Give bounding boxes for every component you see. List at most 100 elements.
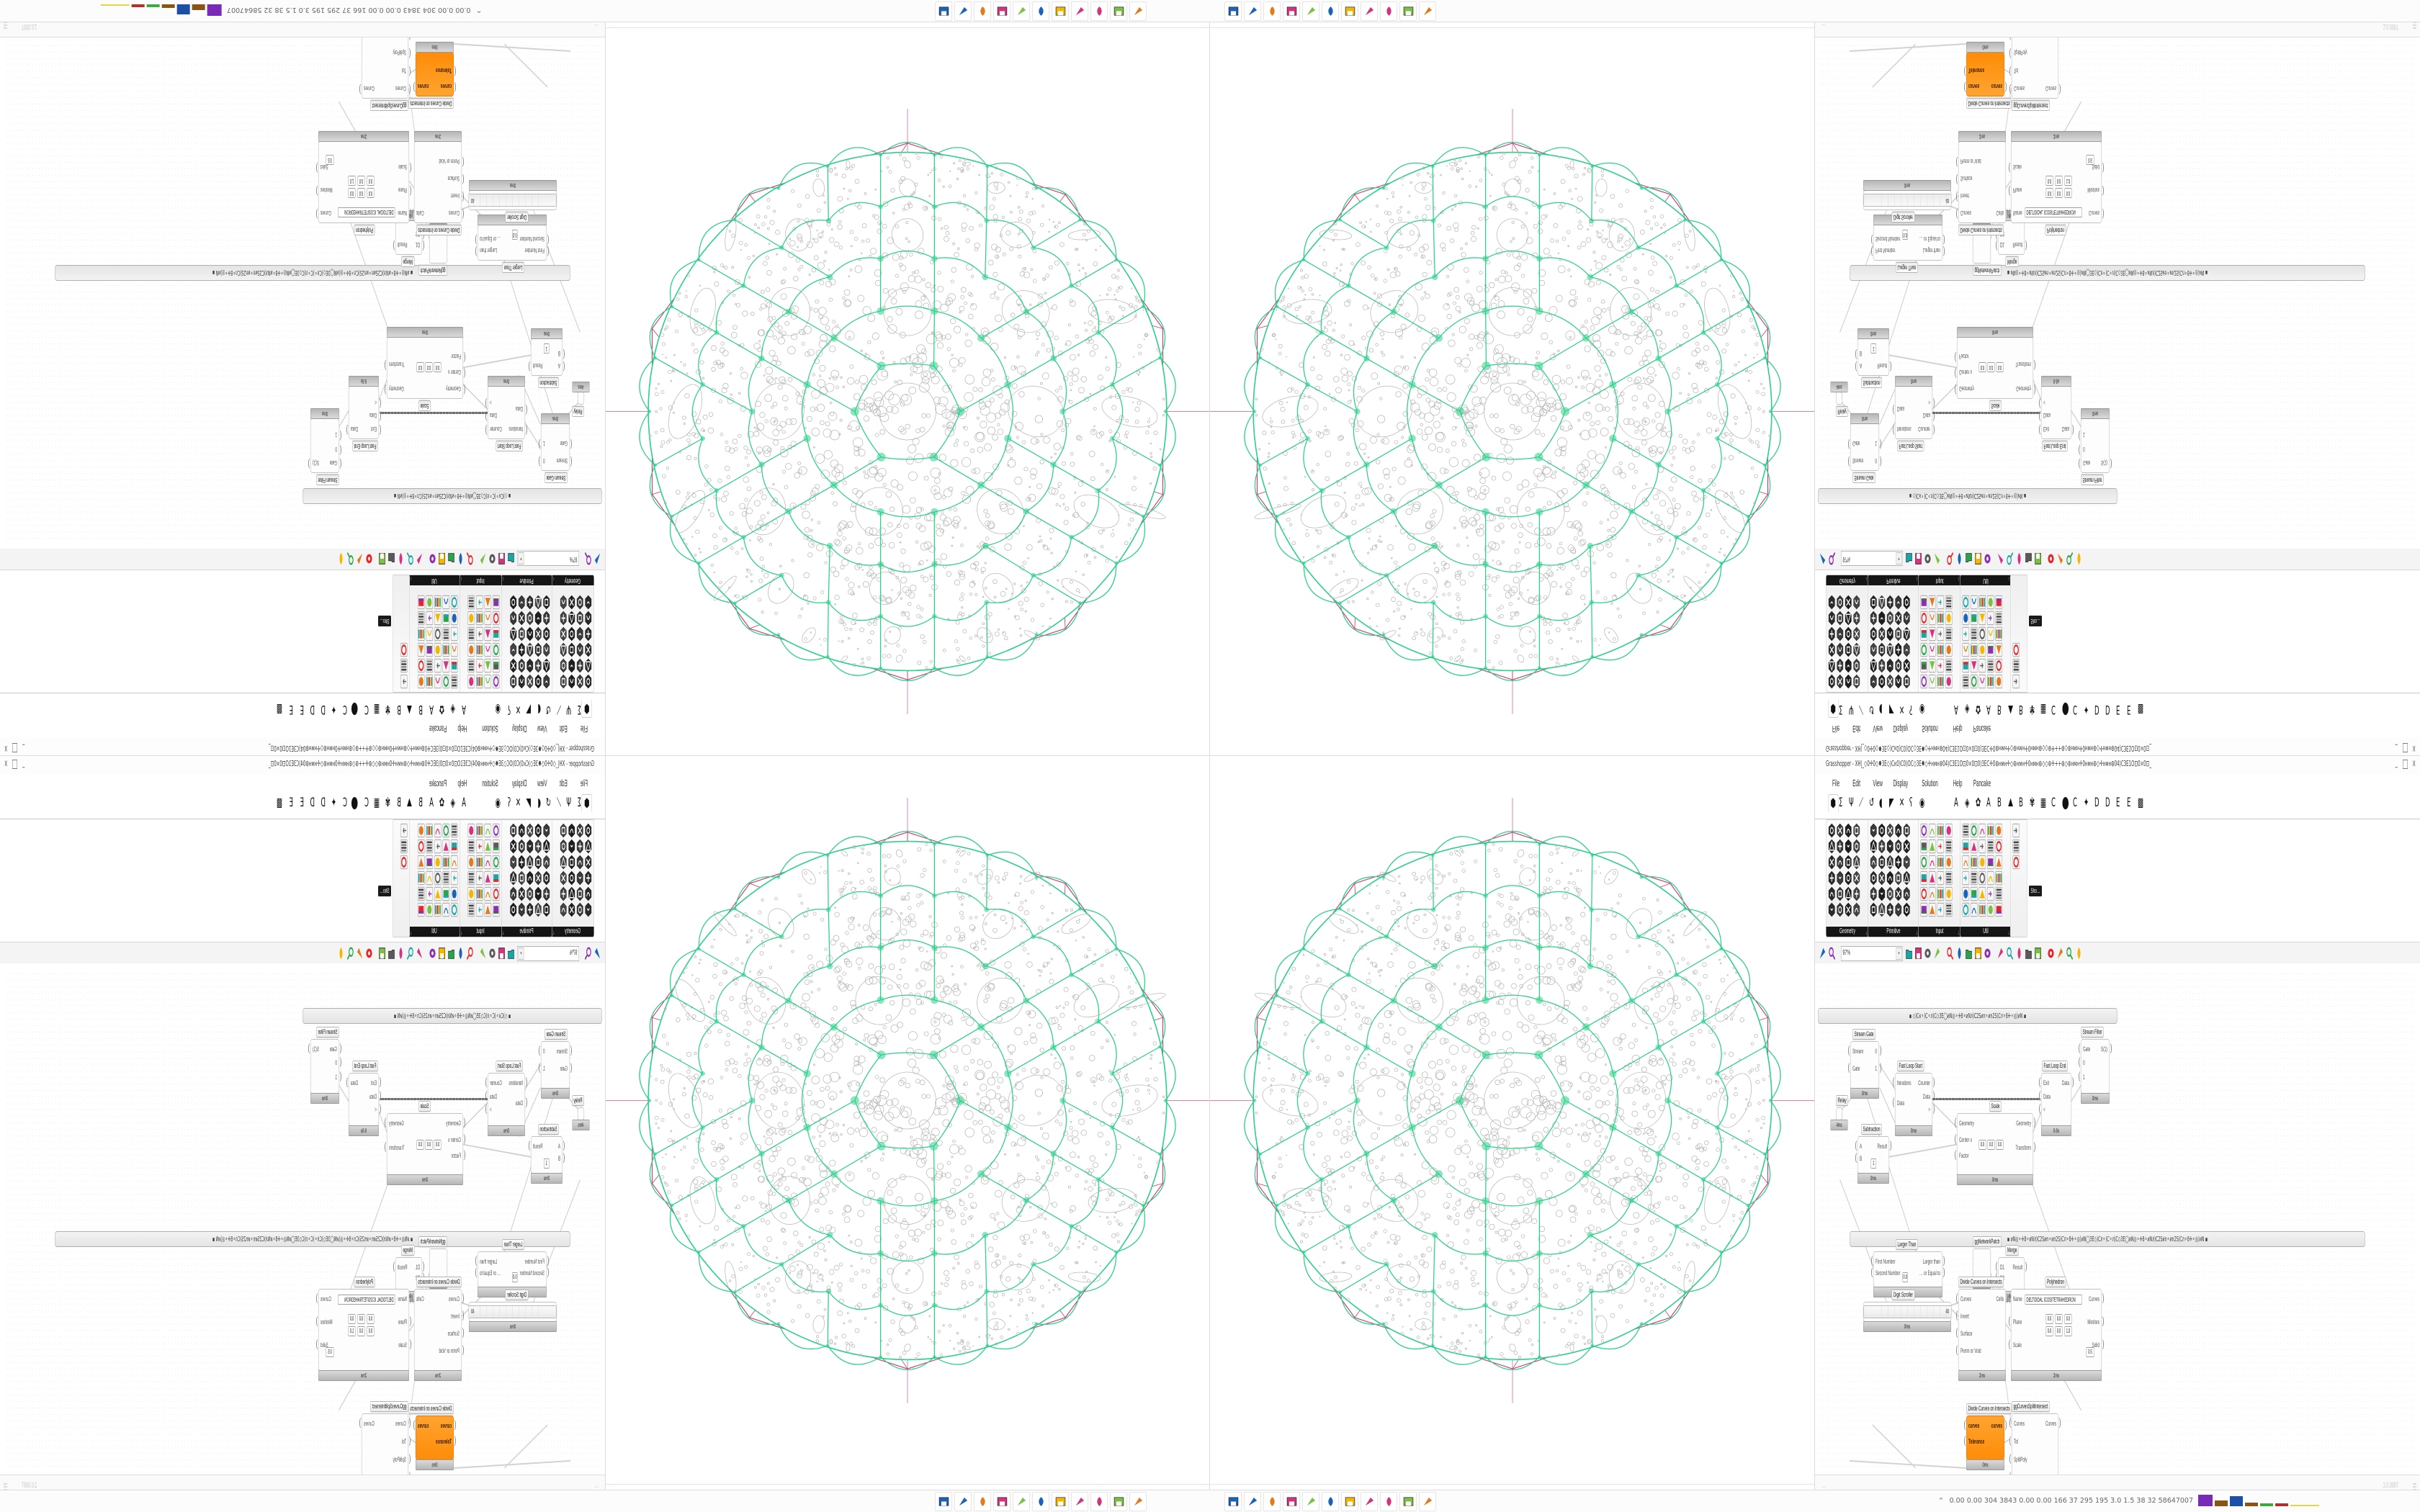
menu-item-pancake[interactable]: Pancake <box>1973 724 1991 734</box>
toolbar-shuffle-icon[interactable] <box>406 945 414 961</box>
node-input-a[interactable]: A <box>1860 1143 1863 1151</box>
node-output-curves[interactable]: Curves <box>321 209 332 217</box>
gh-node-fast-loop-end[interactable]: Exit(Data(<(Data) 6.6s <box>2039 1073 2074 1136</box>
node-output-curves[interactable]: curves <box>418 82 429 90</box>
node-output-port[interactable]: ) <box>1879 1061 1882 1074</box>
gh-node-polyhedron[interactable]: Name(Plane(Scale(Curves) Meshes) Solid) DEL… <box>2009 131 2105 223</box>
ribbon-tab-25[interactable]: E <box>2116 796 2120 810</box>
component-icon[interactable] <box>518 902 526 917</box>
component-icon[interactable] <box>576 823 584 838</box>
gh-node-stream-filter[interactable]: Gate(0(1(S(1)) 0ms <box>2079 1039 2112 1104</box>
ribbon-tab-7[interactable]: ✕ <box>1899 796 1905 810</box>
menu-item-display[interactable]: Display <box>511 724 527 734</box>
node-input-port[interactable]: ( <box>454 65 457 78</box>
node-input-port[interactable]: ( <box>454 1434 457 1447</box>
ribbon-tab-23[interactable]: D <box>2094 796 2099 810</box>
component-group-extra[interactable] <box>393 819 410 937</box>
toolbar-at-icon[interactable] <box>1946 551 1954 567</box>
node-input-tolerance[interactable]: Tolerance <box>1968 66 1985 74</box>
component-icon[interactable] <box>1920 855 1928 870</box>
component-icon[interactable] <box>442 674 450 689</box>
component-icon[interactable] <box>1970 595 1978 610</box>
toolbar-save-icon[interactable] <box>584 551 592 567</box>
rhino-viewport-canvas[interactable] <box>605 773 1210 1485</box>
node-input-port[interactable]: ( <box>563 1139 565 1152</box>
component-icon[interactable] <box>576 611 584 626</box>
ribbon-tab-7[interactable]: ✕ <box>515 796 521 810</box>
node-value-field[interactable]: 0.0 <box>416 1140 424 1150</box>
window-title-bar[interactable]: Grasshopper - XH|_◇0✛0◇✸3E◇)Cк0)C0)OC◇3E… <box>1815 737 2420 756</box>
component-icon[interactable] <box>492 823 501 838</box>
component-icon[interactable] <box>526 626 534 642</box>
component-icon[interactable] <box>1928 902 1937 917</box>
node-output-port[interactable]: ) <box>315 1338 318 1351</box>
toolbar-gem-blue-icon[interactable] <box>337 551 345 567</box>
node-output-result[interactable]: Result <box>2012 1264 2022 1272</box>
node-input-port[interactable]: ( <box>408 1434 411 1447</box>
node-input-port[interactable]: ( <box>454 1418 457 1431</box>
node-input-port[interactable]: ( <box>409 1338 412 1351</box>
node-output-port[interactable]: ) <box>346 1076 349 1089</box>
component-icon[interactable] <box>543 839 551 854</box>
node-output-port[interactable]: ) <box>1889 1139 1892 1152</box>
node-input-port[interactable]: ( <box>2009 65 2012 78</box>
component-icon[interactable] <box>1937 642 1945 657</box>
node-output-curves[interactable]: curves <box>1991 1422 2002 1430</box>
toolbar-solid-icon[interactable] <box>378 551 386 567</box>
toolbar-gem-lime-icon[interactable] <box>356 551 364 567</box>
component-icon[interactable] <box>434 823 442 838</box>
gh-node-stream-filter[interactable]: Gate(0(1(S(1)) 0ms <box>308 408 342 473</box>
taskbar-blank-icon[interactable] <box>1263 1 1281 21</box>
node-input-gate[interactable]: Gate <box>560 439 568 447</box>
ribbon-tab-9[interactable]: ◉ <box>1919 702 1925 716</box>
node-input-port[interactable]: ( <box>1954 1132 1957 1146</box>
component-icon[interactable] <box>426 658 434 673</box>
ribbon-tab-24[interactable]: D <box>310 702 315 716</box>
node-output-cells[interactable]: Cells <box>416 1295 424 1303</box>
window-title-bar[interactable]: Grasshopper - XH|_◇0✛0◇✸3E◇)Cк0)C0)OC◇3E… <box>1815 756 2420 775</box>
component-icon[interactable] <box>1920 674 1928 689</box>
node-output-port[interactable]: ) <box>528 360 531 373</box>
node-input-port[interactable]: ( <box>463 1148 466 1162</box>
node-input-b[interactable]: B <box>557 349 560 357</box>
component-icon[interactable] <box>585 626 593 642</box>
component-icon[interactable] <box>417 886 426 901</box>
component-icon[interactable] <box>1886 886 1894 901</box>
component-icon[interactable] <box>1986 642 1995 657</box>
ribbon-tab-19[interactable]: C <box>2051 796 2056 810</box>
node-input-port[interactable]: ( <box>570 455 573 468</box>
component-icon[interactable] <box>526 823 534 838</box>
ribbon-tab-5[interactable]: ◖ <box>1879 702 1883 716</box>
node-input-invert[interactable]: Invert <box>451 1313 460 1320</box>
menu-item-file[interactable]: File <box>1832 724 1840 734</box>
component-group-extra[interactable] <box>2010 575 2027 693</box>
ribbon-tab-13[interactable]: A <box>429 796 434 810</box>
node-input-port[interactable]: ( <box>1955 207 1958 220</box>
node-input-scale[interactable]: Scale <box>398 1341 407 1349</box>
ribbon-tab-22[interactable]: ✦ <box>2084 702 2089 716</box>
node-input-port[interactable]: ( <box>1892 1076 1895 1089</box>
zoom-level-field[interactable]: 97% ▾ <box>517 551 579 566</box>
ribbon-tab-23[interactable]: D <box>2094 702 2099 716</box>
component-icon[interactable] <box>2012 674 2020 689</box>
component-icon[interactable] <box>1837 902 1845 917</box>
component-icon[interactable] <box>568 870 576 886</box>
ribbon-tab-4[interactable]: ↺ <box>545 702 551 716</box>
node-output-data[interactable]: Data <box>351 1079 359 1087</box>
component-icon[interactable] <box>568 855 576 870</box>
component-icon[interactable] <box>1995 902 2003 917</box>
node-input-port[interactable]: ( <box>1847 1044 1850 1057</box>
node-input-port[interactable]: ( <box>462 1292 465 1305</box>
node-output-port[interactable]: ) <box>1932 1102 1935 1116</box>
plane-value-field[interactable]: 0.0 <box>357 176 365 186</box>
component-icon[interactable] <box>417 611 426 626</box>
node-output-port[interactable]: ) <box>315 1315 318 1328</box>
close-button[interactable]: X <box>4 759 8 768</box>
component-icon[interactable] <box>1970 886 1978 901</box>
node-output-orequalto[interactable]: … or Equal to <box>480 235 501 243</box>
ribbon-tab-13[interactable]: A <box>1986 796 1991 810</box>
node-input-geometry[interactable]: Geometry <box>1959 1120 1974 1128</box>
taskbar-folder-icon[interactable] <box>1283 1492 1300 1511</box>
component-icon[interactable] <box>1870 658 1878 673</box>
minimize-button[interactable]: _ <box>22 759 25 768</box>
